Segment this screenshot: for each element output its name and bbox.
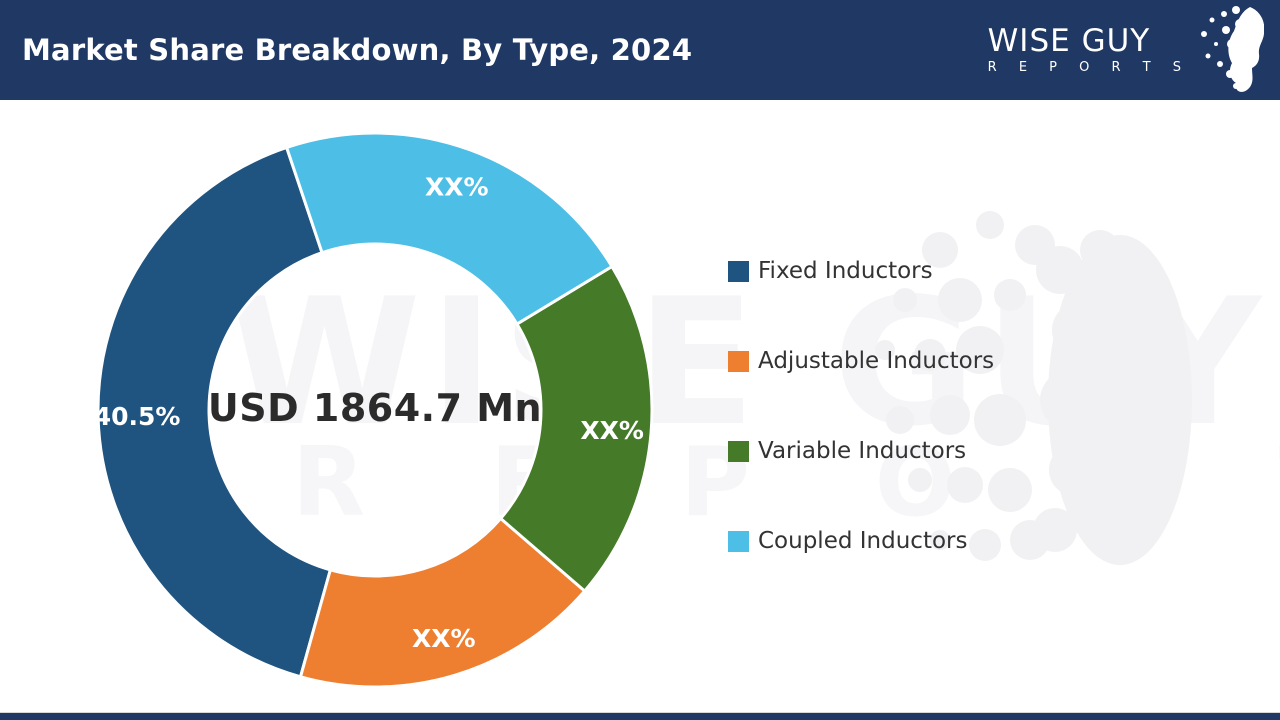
legend-swatch-coupled [728,530,749,552]
chart-legend: Fixed Inductors Adjustable Inductors Var… [728,259,994,619]
footer-bar [0,712,1280,720]
legend-label: Variable Inductors [758,438,967,464]
header-bar: Market Share Breakdown, By Type, 2024 WI… [0,0,1280,100]
legend-label: Fixed Inductors [758,258,933,284]
legend-item-fixed-inductors: Fixed Inductors [728,259,994,283]
wise-guy-logo: WISE GUY R E P O R T S [988,0,1264,100]
page-title: Market Share Breakdown, By Type, 2024 [22,33,693,67]
legend-swatch-variable [728,440,749,462]
logo-wordmark: WISE GUY [987,22,1151,59]
legend-label: Coupled Inductors [758,528,968,554]
legend-item-adjustable-inductors: Adjustable Inductors [728,349,994,373]
legend-label: Adjustable Inductors [758,348,995,374]
chart-center-value: USD 1864.7 Mn [207,386,543,430]
legend-swatch-fixed [728,260,749,282]
legend-item-variable-inductors: Variable Inductors [728,439,994,463]
legend-item-coupled-inductors: Coupled Inductors [728,529,994,553]
legend-swatch-adjustable [728,350,749,372]
logo-subtitle: R E P O R T S [987,59,1190,75]
logo-face-icon [1201,6,1264,92]
